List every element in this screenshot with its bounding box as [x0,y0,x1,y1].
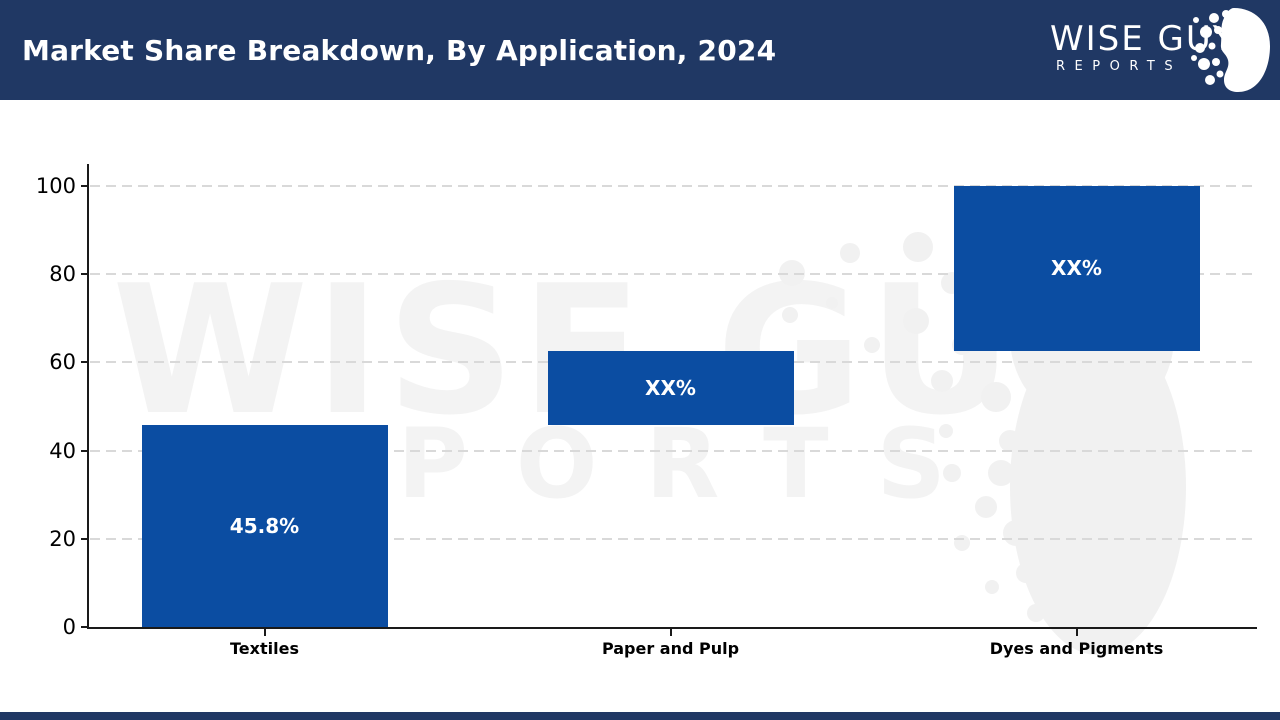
logo-text-line2: REPORTS [1056,59,1183,74]
x-tick-mark [669,629,672,636]
y-axis [87,164,89,628]
bar-paper-and-pulp: XX% [547,350,794,425]
y-tick-label: 60 [49,350,76,375]
y-tick-mark [81,537,88,540]
y-tick-label: 40 [49,438,76,463]
y-tick-mark [81,273,88,276]
gridline [90,273,1256,276]
x-tick-mark [1075,629,1078,636]
gridline [90,185,1256,187]
y-tick-label: 100 [35,174,76,198]
y-tick-mark [81,449,88,452]
y-tick-label: 20 [49,526,76,551]
y-tick-mark [81,185,88,187]
y-tick-mark [81,626,88,628]
bar-dyes-and-pigments: XX% [953,186,1200,351]
bar-textiles: 45.8% [141,425,388,627]
page-footer [0,712,1280,720]
wiseguy-logo: WISE GUY REPORTS [1020,6,1272,94]
x-category-label: Paper and Pulp [601,639,740,658]
x-category-label: Textiles [230,639,299,658]
x-tick-mark [263,629,266,636]
page-title: Market Share Breakdown, By Application, … [22,33,777,67]
logo-head-icon [1191,8,1270,92]
gridline [90,449,1256,452]
y-tick-label: 0 [62,615,76,639]
x-axis [87,627,1257,629]
page-header: Market Share Breakdown, By Application, … [0,0,1280,100]
y-tick-mark [81,361,88,364]
bar-value-label: XX% [645,375,696,400]
y-tick-label: 80 [49,262,76,287]
gridline [90,537,1256,540]
bar-value-label: 45.8% [229,514,300,538]
bar-value-label: XX% [1051,256,1102,281]
x-category-label: Dyes and Pigments [989,639,1164,658]
